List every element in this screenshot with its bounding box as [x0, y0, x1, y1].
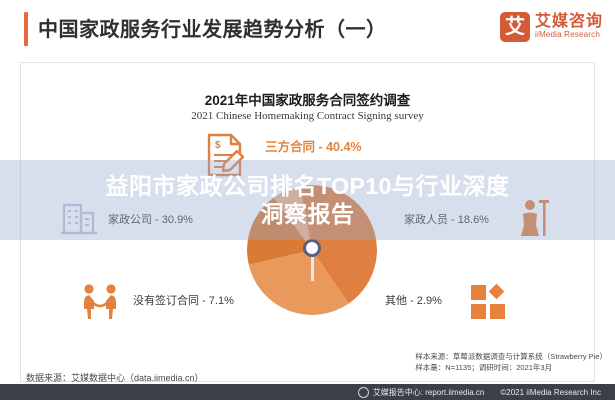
globe-icon	[357, 386, 369, 398]
bottom-bar: 艾媒报告中心: report.iimedia.cn ©2021 iiMedia …	[0, 384, 615, 400]
label-three-party-contract: 三方合同 - 40.4%	[265, 140, 362, 154]
watermark-overlay: 益阳市家政公司排名TOP10与行业深度 洞察报告	[0, 160, 615, 240]
data-source-note: 数据来源：艾媒数据中心（data.iimedia.cn）	[26, 373, 204, 383]
building-icon	[60, 199, 98, 242]
copyright-text: ©2021 iiMedia Research Inc	[500, 387, 601, 397]
pie-slice	[248, 250, 349, 315]
sample-source-line: 样本来源：草莓派数据调查与计算系统（Strawberry Pie）	[415, 352, 607, 361]
pie-chart	[247, 185, 377, 315]
logo-name-cn: 艾媒咨询	[534, 13, 603, 31]
watermark-line-1: 益阳市家政公司排名TOP10与行业深度	[105, 172, 510, 199]
pie-svg	[247, 185, 377, 315]
chart-subtitle: 2021 Chinese Homemaking Contract Signing…	[191, 110, 424, 122]
chart-title: 2021年中国家政服务合同签约调查	[204, 93, 411, 108]
pie-slice	[312, 185, 377, 304]
sample-note: 样本来源：草莓派数据调查与计算系统（Strawberry Pie） 样本量：N=…	[415, 351, 607, 374]
report-center-text[interactable]: 艾媒报告中心: report.iimedia.cn	[372, 387, 485, 397]
label-other: 其他 - 2.9%	[385, 295, 442, 307]
contract-document-icon: $	[204, 132, 246, 183]
logo-icon: 艾	[499, 12, 530, 42]
housekeeper-person-icon	[514, 198, 554, 243]
header-accent-bar	[24, 12, 28, 46]
page-header: 中国家政服务行业发展趋势分析（一） 艾 艾媒咨询 iiMedia Researc…	[0, 0, 615, 58]
logo-text: 艾媒咨询 iiMedia Research	[534, 13, 603, 40]
pie-center-hub	[303, 239, 321, 257]
pie-slice	[247, 197, 312, 265]
sample-size-line: 样本量：N=1135；调研时间：2021年3月	[415, 363, 553, 373]
svg-text:$: $	[215, 140, 221, 151]
label-housekeeping-staff: 家政人员 - 18.6%	[404, 214, 489, 226]
handshake-people-icon	[78, 283, 122, 324]
brand-logo: 艾 艾媒咨询 iiMedia Research	[499, 12, 603, 42]
other-squares-icon	[470, 283, 508, 325]
page-title: 中国家政服务行业发展趋势分析（一）	[38, 19, 387, 41]
pie-slice	[273, 186, 312, 250]
watermark-line-2: 洞察报告	[260, 201, 355, 227]
label-no-contract: 没有签订合同 - 7.1%	[133, 295, 234, 307]
pie-slice	[300, 185, 312, 250]
label-housekeeping-company: 家政公司 - 30.9%	[108, 214, 193, 226]
logo-name-en: iiMedia Research	[534, 30, 600, 40]
pie-pointer-stem	[311, 255, 314, 281]
